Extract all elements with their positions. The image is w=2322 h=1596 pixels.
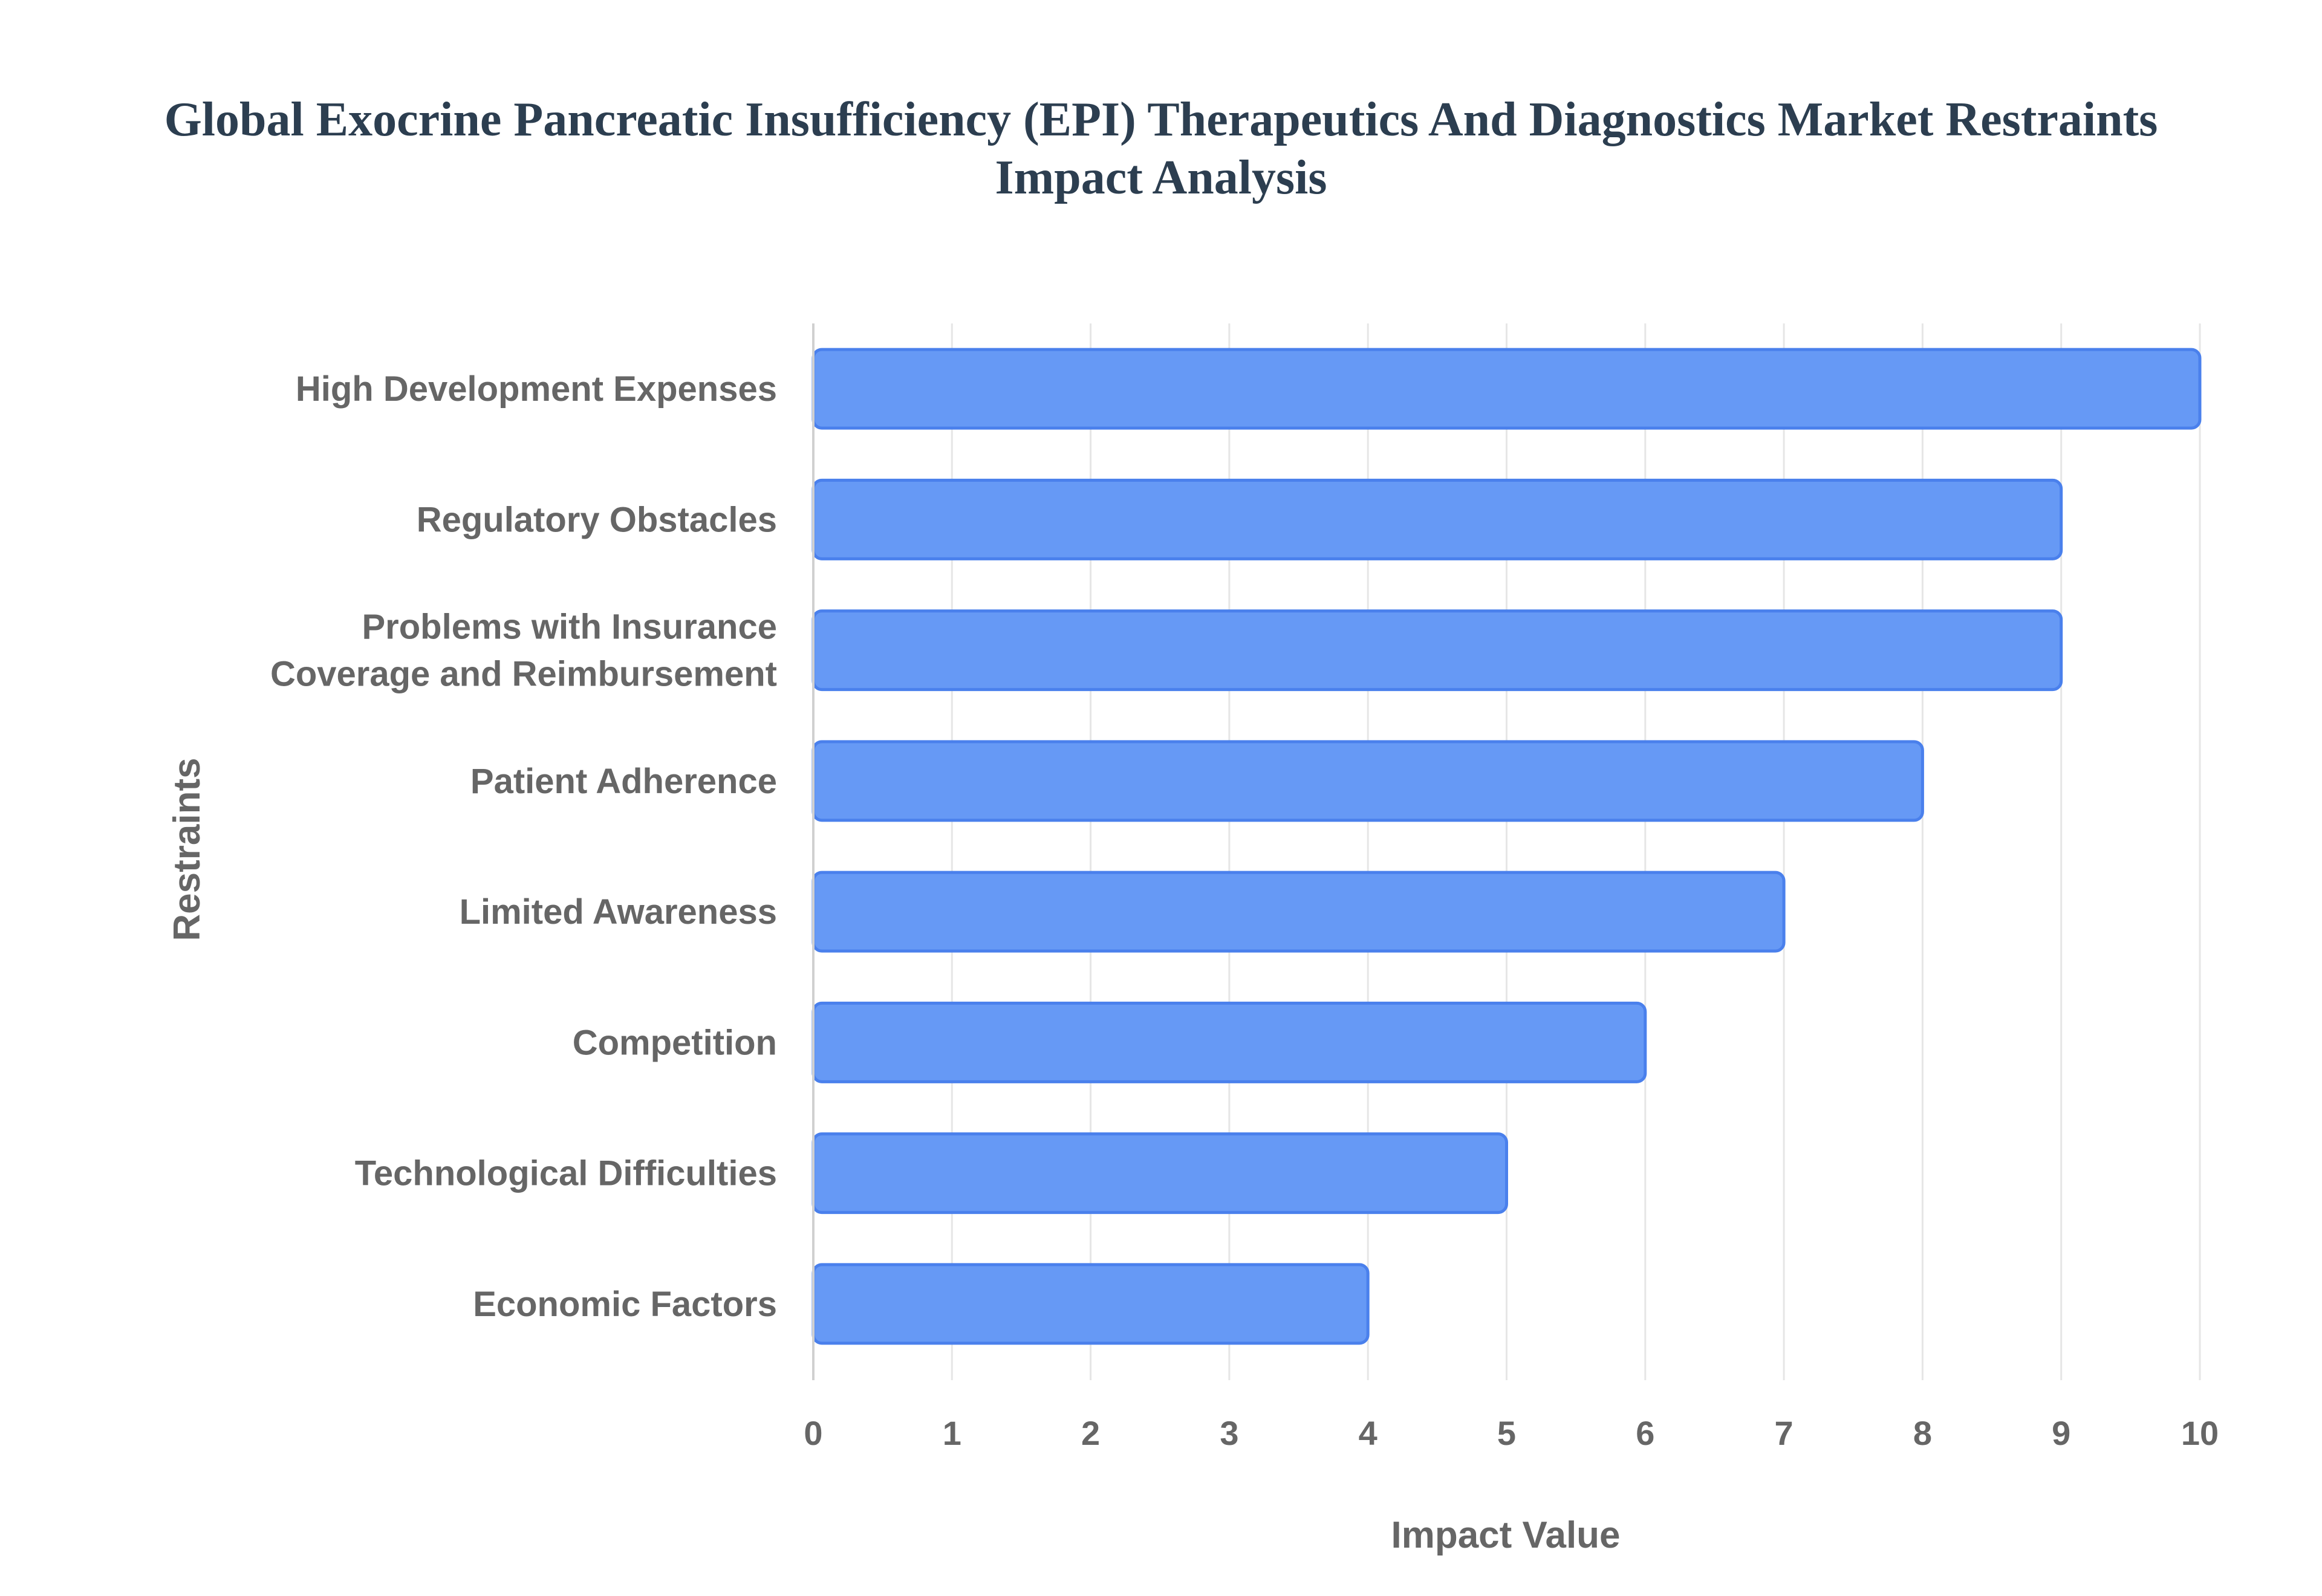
y-category-label: Problems with Insurance Coverage and Reim… <box>270 608 777 694</box>
x-tick-label: 6 <box>1636 1414 1654 1452</box>
bar <box>811 609 2063 692</box>
y-category-label: Competition <box>573 1023 777 1062</box>
y-category-label: High Development Expenses <box>296 369 777 409</box>
x-tick-label: 1 <box>943 1414 961 1452</box>
y-category-label: Economic Factors <box>473 1285 777 1324</box>
bar <box>811 871 1786 953</box>
x-tick-label: 8 <box>1913 1414 1932 1452</box>
x-tick-label: 4 <box>1359 1414 1377 1452</box>
y-axis-title: Restraints <box>166 757 208 941</box>
x-axis-title: Impact Value <box>1391 1514 1620 1556</box>
x-tick-label: 9 <box>2052 1414 2070 1452</box>
x-tick-label: 2 <box>1081 1414 1100 1452</box>
chart-title: Global Exocrine Pancreatic Insufficiency… <box>0 91 2322 207</box>
y-category-label: Technological Difficulties <box>355 1154 777 1193</box>
labels: 0 1 2 3 4 5 6 7 8 9 10 High Development Expenses Reg… <box>270 369 2219 1452</box>
y-category-label: Limited Awareness <box>460 892 777 932</box>
y-category-label-line: Competition <box>573 1023 777 1062</box>
bar <box>811 1001 1647 1083</box>
chart-title-line-2: Impact Analysis <box>995 151 1327 204</box>
x-tick-label: 7 <box>1775 1414 1794 1452</box>
bar <box>811 740 1924 822</box>
x-tick-label: 10 <box>2181 1414 2219 1452</box>
y-category-label-line: Regulatory Obstacles <box>417 500 777 539</box>
y-category-label-line: Limited Awareness <box>460 892 777 932</box>
y-category-label-line: Coverage and Reimbursement <box>270 655 777 694</box>
y-category-label-line: Patient Adherence <box>470 762 777 801</box>
bar <box>811 348 2202 430</box>
y-category-label-line: High Development Expenses <box>296 369 777 409</box>
bar <box>811 1132 1508 1215</box>
bar <box>811 478 2063 560</box>
bars <box>811 348 2202 1345</box>
y-category-label: Patient Adherence <box>470 762 777 801</box>
x-tick-label: 5 <box>1497 1414 1516 1452</box>
y-category-label-line: Economic Factors <box>473 1285 777 1324</box>
x-tick-label: 3 <box>1220 1414 1238 1452</box>
y-category-label-line: Problems with Insurance <box>362 608 777 647</box>
y-category-label-line: Technological Difficulties <box>355 1154 777 1193</box>
y-category-label: Regulatory Obstacles <box>417 500 777 539</box>
bar <box>811 1263 1370 1345</box>
x-tick-label: 0 <box>804 1414 822 1452</box>
chart-title-line-1: Global Exocrine Pancreatic Insufficiency… <box>164 93 2158 146</box>
